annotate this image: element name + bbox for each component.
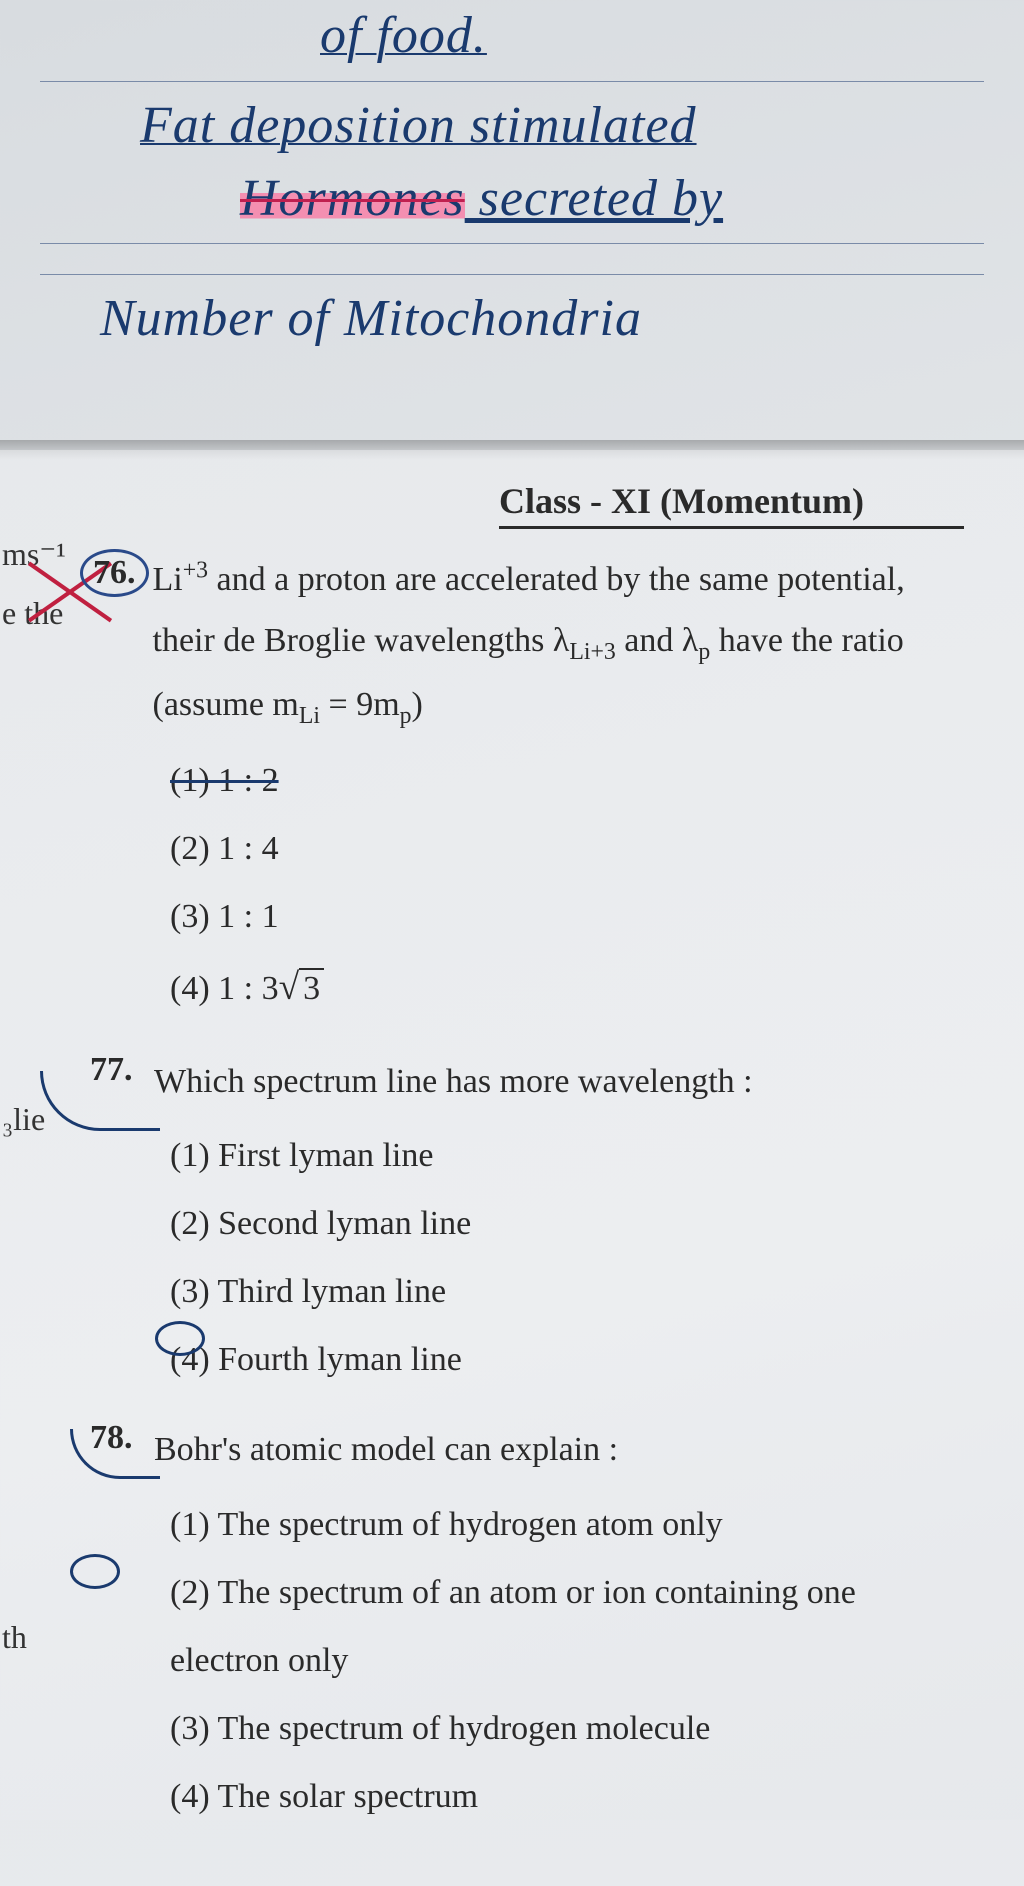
ruled-line (40, 274, 984, 275)
option-77-4: (4) Fourth lyman line (170, 1326, 964, 1394)
pen-circle-mark-2 (70, 1554, 120, 1589)
option-76-2: (2) 1 : 4 (170, 815, 964, 883)
options-76: (1) 1 : 2 (2) 1 : 4 (3) 1 : 1 (4) 1 : 3 3 (170, 747, 964, 1026)
question-77: ₃lie 77. Which spectrum line has more wa… (90, 1051, 964, 1394)
q76-sub1: Li+3 (569, 639, 615, 665)
handwritten-line-3: Hormones secreted by (40, 163, 984, 236)
question-text-78: Bohr's atomic model can explain : (154, 1419, 964, 1480)
q76-sub3: Li (299, 703, 320, 729)
options-78: (1) The spectrum of hydrogen atom only (… (170, 1491, 964, 1831)
option-78-3: (3) The spectrum of hydrogen molecule (170, 1695, 964, 1763)
option-78-4: (4) The solar spectrum (170, 1763, 964, 1831)
question-text-76: Li+3 and a proton are accelerated by the… (153, 549, 963, 737)
q76-sub2: p (698, 639, 710, 665)
question-76: 76. Li+3 and a proton are accelerated by… (90, 549, 964, 1026)
handwritten-notes-area: of food. Fat deposition stimulated Hormo… (0, 0, 1024, 450)
class-header: Class - XI (Momentum) (499, 480, 964, 529)
handwritten-line-4: Number of Mitochondria (40, 283, 984, 356)
margin-text-ethe: e the (2, 595, 63, 632)
q76-t6: ) (412, 686, 423, 723)
printed-worksheet-area: ms⁻¹ e the Class - XI (Momentum) 76. Li+… (0, 450, 1024, 1886)
margin-text-th: th (2, 1619, 27, 1656)
q76-t1: Li (153, 561, 183, 598)
option-78-1: (1) The spectrum of hydrogen atom only (170, 1491, 964, 1559)
q76-t5: = 9m (320, 686, 400, 723)
option-77-3: (3) Third lyman line (170, 1258, 964, 1326)
ruled-line (40, 243, 984, 244)
q76-sub4: p (400, 703, 412, 729)
option-76-1: (1) 1 : 2 (170, 747, 964, 815)
q76-t3: and λ (616, 622, 699, 659)
question-78: th 78. Bohr's atomic model can explain :… (90, 1419, 964, 1830)
option-77-1: (1) First lyman line (170, 1122, 964, 1190)
question-number-78: 78. (90, 1419, 150, 1457)
highlighted-word: Hormones (240, 170, 465, 227)
option-77-2: (2) Second lyman line (170, 1190, 964, 1258)
handwritten-line-1: of food. (40, 0, 984, 73)
margin-text-lie: ₃lie (2, 1101, 45, 1138)
ruled-line (40, 81, 984, 82)
q76-opt4-pre: (4) 1 : 3 (170, 970, 279, 1007)
option-76-4: (4) 1 : 3 3 (170, 951, 964, 1026)
option-76-3: (3) 1 : 1 (170, 883, 964, 951)
question-number-76: 76. (80, 549, 149, 597)
margin-text-ms: ms⁻¹ (2, 535, 66, 573)
question-number-77: 77. (90, 1051, 150, 1089)
q76-opt4-sqrt: 3 (299, 968, 324, 1007)
option-78-2: (2) The spectrum of an atom or ion conta… (170, 1559, 964, 1695)
q76-sup1: +3 (183, 558, 208, 584)
handwritten-line-3-rest: secreted by (465, 170, 723, 227)
sqrt-icon: 3 (279, 951, 325, 1026)
options-77: (1) First lyman line (2) Second lyman li… (170, 1122, 964, 1394)
handwritten-line-2: Fat deposition stimulated (40, 90, 984, 163)
question-text-77: Which spectrum line has more wavelength … (154, 1051, 964, 1112)
